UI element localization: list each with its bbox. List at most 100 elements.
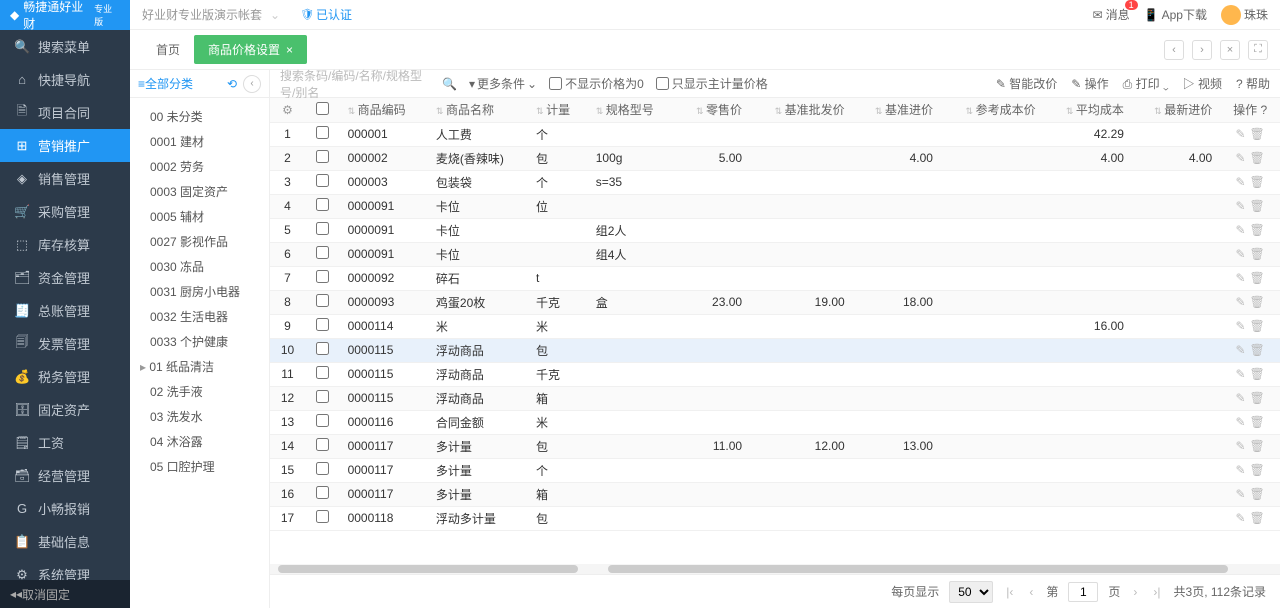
- table-row[interactable]: 70000092碎石t✎🗑: [270, 266, 1280, 290]
- table-row[interactable]: 2000002麦烧(香辣味)包100g5.004.004.004.00✎🗑: [270, 146, 1280, 170]
- hide-zero-input[interactable]: [549, 77, 562, 90]
- category-item[interactable]: 01 纸品清洁: [130, 354, 269, 379]
- delete-icon[interactable]: 🗑: [1250, 127, 1265, 141]
- help-button[interactable]: ? 帮助: [1236, 75, 1270, 92]
- delete-icon[interactable]: 🗑: [1250, 223, 1265, 237]
- sidebar-item-快捷导航[interactable]: ⌂快捷导航: [0, 63, 130, 96]
- more-filters-button[interactable]: ▾ 更多条件 ⌄: [469, 75, 537, 92]
- table-row[interactable]: 110000115浮动商品千克✎🗑: [270, 362, 1280, 386]
- select-all-checkbox[interactable]: [316, 102, 329, 115]
- delete-icon[interactable]: 🗑: [1250, 463, 1265, 477]
- delete-icon[interactable]: 🗑: [1250, 247, 1265, 261]
- category-item[interactable]: 0001 建材: [130, 129, 269, 154]
- edit-icon[interactable]: ✎: [1235, 367, 1245, 381]
- tenant-selector[interactable]: 好业财专业版演示帐套: [142, 6, 262, 23]
- main-unit-input[interactable]: [656, 77, 669, 90]
- refresh-icon[interactable]: ⟲: [227, 77, 237, 91]
- category-item[interactable]: 04 沐浴露: [130, 429, 269, 454]
- tab-close-all-button[interactable]: ×: [1220, 40, 1240, 60]
- edit-icon[interactable]: ✎: [1235, 247, 1245, 261]
- delete-icon[interactable]: 🗑: [1250, 199, 1265, 213]
- horizontal-scrollbar[interactable]: [270, 564, 1280, 574]
- edit-icon[interactable]: ✎: [1235, 415, 1245, 429]
- row-checkbox[interactable]: [316, 198, 329, 211]
- table-row[interactable]: 1000001人工费个42.29✎🗑: [270, 122, 1280, 146]
- row-checkbox[interactable]: [316, 342, 329, 355]
- row-checkbox[interactable]: [316, 126, 329, 139]
- row-checkbox[interactable]: [316, 414, 329, 427]
- row-checkbox[interactable]: [316, 246, 329, 259]
- row-checkbox[interactable]: [316, 174, 329, 187]
- sidebar-item-资金管理[interactable]: 🗂资金管理: [0, 261, 130, 294]
- delete-icon[interactable]: 🗑: [1250, 511, 1265, 525]
- row-checkbox[interactable]: [316, 150, 329, 163]
- col-header[interactable]: [305, 98, 340, 122]
- last-page-button[interactable]: ›|: [1150, 585, 1163, 599]
- close-icon[interactable]: ×: [286, 43, 293, 57]
- col-header[interactable]: 基准批发价: [750, 98, 853, 122]
- sidebar-item-总账管理[interactable]: 🧾总账管理: [0, 294, 130, 327]
- sidebar-item-经营管理[interactable]: 🗃经营管理: [0, 459, 130, 492]
- sidebar-item-库存核算[interactable]: ⬚库存核算: [0, 228, 130, 261]
- sidebar-item-基础信息[interactable]: 📋基础信息: [0, 525, 130, 558]
- category-item[interactable]: 00 未分类: [130, 104, 269, 129]
- edit-icon[interactable]: ✎: [1235, 439, 1245, 453]
- edit-icon[interactable]: ✎: [1235, 223, 1245, 237]
- sidebar-item-小畅报销[interactable]: G小畅报销: [0, 492, 130, 525]
- category-item[interactable]: 0003 固定资产: [130, 179, 269, 204]
- table-row[interactable]: 130000116合同金额米✎🗑: [270, 410, 1280, 434]
- unpin-button[interactable]: ◂◂ 取消固定: [0, 580, 130, 608]
- col-header[interactable]: 商品名称: [428, 98, 528, 122]
- edit-icon[interactable]: ✎: [1235, 319, 1245, 333]
- col-header[interactable]: 规格型号: [588, 98, 676, 122]
- col-header[interactable]: ⚙: [270, 98, 305, 122]
- main-unit-checkbox[interactable]: 只显示主计量价格: [656, 75, 768, 92]
- edit-icon[interactable]: ✎: [1235, 487, 1245, 501]
- delete-icon[interactable]: 🗑: [1250, 415, 1265, 429]
- table-row[interactable]: 170000118浮动多计量包✎🗑: [270, 506, 1280, 530]
- search-input[interactable]: 搜索条码/编码/名称/规格型号/别名: [280, 67, 430, 101]
- user-menu[interactable]: 珠珠: [1221, 5, 1268, 25]
- category-item[interactable]: 02 洗手液: [130, 379, 269, 404]
- collapse-panel-button[interactable]: ‹: [243, 75, 261, 93]
- data-grid[interactable]: ⚙商品编码商品名称计量规格型号零售价基准批发价基准进价参考成本价平均成本最新进价…: [270, 98, 1280, 564]
- ops-button[interactable]: ✎ 操作: [1071, 75, 1108, 92]
- sidebar-item-销售管理[interactable]: ◈销售管理: [0, 162, 130, 195]
- tab-prev-button[interactable]: ‹: [1164, 40, 1184, 60]
- tab-home[interactable]: 首页: [142, 35, 194, 64]
- delete-icon[interactable]: 🗑: [1250, 319, 1265, 333]
- col-header[interactable]: 计量: [528, 98, 588, 122]
- page-input[interactable]: [1068, 582, 1098, 602]
- table-row[interactable]: 3000003包装袋个s=35✎🗑: [270, 170, 1280, 194]
- first-page-button[interactable]: |‹: [1003, 585, 1016, 599]
- sidebar-item-营销推广[interactable]: ⊞营销推广: [0, 129, 130, 162]
- table-row[interactable]: 160000117多计量箱✎🗑: [270, 482, 1280, 506]
- smart-price-button[interactable]: ✎ 智能改价: [996, 75, 1057, 92]
- category-item[interactable]: 03 洗发水: [130, 404, 269, 429]
- delete-icon[interactable]: 🗑: [1250, 151, 1265, 165]
- row-checkbox[interactable]: [316, 222, 329, 235]
- row-checkbox[interactable]: [316, 318, 329, 331]
- table-row[interactable]: 150000117多计量个✎🗑: [270, 458, 1280, 482]
- col-header[interactable]: 操作 ?: [1220, 98, 1280, 122]
- edit-icon[interactable]: ✎: [1235, 127, 1245, 141]
- category-item[interactable]: 0027 影视作品: [130, 229, 269, 254]
- print-button[interactable]: ⎙ 打印 ⌄: [1123, 75, 1169, 92]
- table-row[interactable]: 120000115浮动商品箱✎🗑: [270, 386, 1280, 410]
- edit-icon[interactable]: ✎: [1235, 391, 1245, 405]
- delete-icon[interactable]: 🗑: [1250, 295, 1265, 309]
- edit-icon[interactable]: ✎: [1235, 343, 1245, 357]
- next-page-button[interactable]: ›: [1130, 585, 1140, 599]
- col-header[interactable]: 零售价: [676, 98, 750, 122]
- edit-icon[interactable]: ✎: [1235, 199, 1245, 213]
- sidebar-item-项目合同[interactable]: 🗎项目合同: [0, 96, 130, 129]
- row-checkbox[interactable]: [316, 438, 329, 451]
- messages-button[interactable]: ✉ 消息 1: [1093, 6, 1130, 23]
- sidebar-item-税务管理[interactable]: 💰税务管理: [0, 360, 130, 393]
- col-header[interactable]: 基准进价: [853, 98, 941, 122]
- row-checkbox[interactable]: [316, 390, 329, 403]
- category-item[interactable]: 0030 冻品: [130, 254, 269, 279]
- row-checkbox[interactable]: [316, 486, 329, 499]
- edit-icon[interactable]: ✎: [1235, 511, 1245, 525]
- edit-icon[interactable]: ✎: [1235, 463, 1245, 477]
